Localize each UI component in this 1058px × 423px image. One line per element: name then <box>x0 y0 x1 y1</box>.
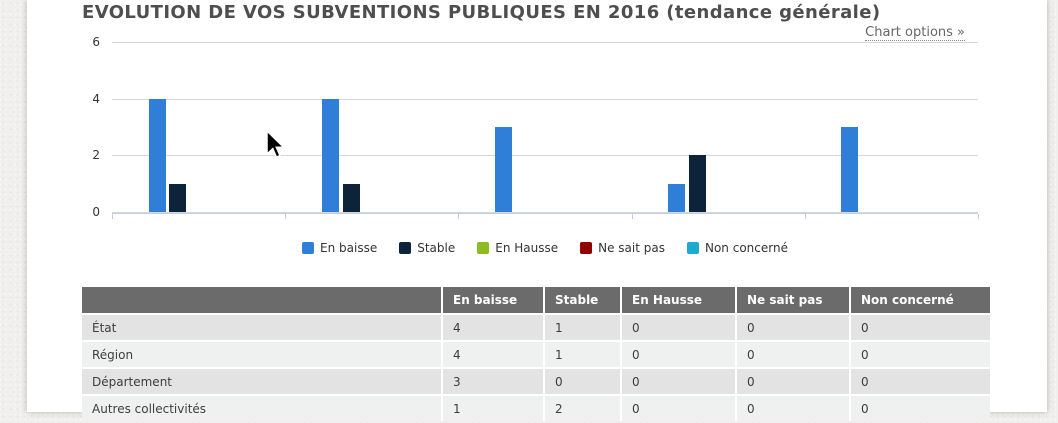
row-label: Région <box>82 342 443 367</box>
cell-value: 1 <box>545 315 622 340</box>
cell-value: 0 <box>737 315 851 340</box>
legend-swatch-icon <box>580 242 593 254</box>
legend-label: En Hausse <box>495 241 559 255</box>
chart-options-link[interactable]: Chart options » <box>865 25 965 41</box>
y-axis-label: 6 <box>92 35 100 49</box>
cell-value: 2 <box>545 396 622 421</box>
legend-label: Ne sait pas <box>598 241 665 255</box>
bar-en-baisse[interactable] <box>841 127 859 212</box>
column-header: Stable <box>545 287 622 313</box>
legend-label: En baisse <box>320 241 378 255</box>
bar-chart: 0 2 4 6 <box>27 0 1047 262</box>
legend-label: Stable <box>417 241 456 255</box>
cell-value: 0 <box>851 369 990 394</box>
cell-value: 0 <box>851 315 990 340</box>
table-row: Département 3 0 0 0 0 <box>82 369 990 394</box>
cell-value: 1 <box>545 342 622 367</box>
chart-legend: En baisse Stable En Hausse Ne sait pas Non c… <box>112 238 978 258</box>
cell-value: 0 <box>737 369 851 394</box>
row-label: État <box>82 315 443 340</box>
legend-item-en-baisse[interactable]: En baisse <box>302 241 377 255</box>
table-row: Autres collectivités 1 2 0 0 0 <box>82 396 990 421</box>
y-axis-label: 2 <box>92 148 100 163</box>
cell-value: 3 <box>443 369 545 394</box>
content-panel: EVOLUTION DE VOS SUBVENTIONS PUBLIQUES E… <box>27 0 1047 421</box>
table-header-row: En baisse Stable En Hausse Ne sait pas Non c… <box>82 287 990 313</box>
x-axis-tick <box>978 214 979 219</box>
bar-stable[interactable] <box>688 155 706 212</box>
column-header <box>82 287 443 313</box>
cell-value: 4 <box>443 342 545 367</box>
legend-item-stable[interactable]: Stable <box>399 241 455 255</box>
bar-stable[interactable] <box>169 183 187 212</box>
column-header: En baisse <box>443 287 545 313</box>
column-header: Non concerné <box>851 287 990 313</box>
cell-value: 0 <box>622 342 737 367</box>
cell-value: 0 <box>622 315 737 340</box>
row-label: Autres collectivités <box>82 396 443 421</box>
gridline <box>112 212 978 213</box>
cell-value: 0 <box>851 342 990 367</box>
x-axis-line <box>112 213 978 214</box>
bar-en-baisse[interactable] <box>494 127 512 212</box>
bar-en-baisse[interactable] <box>321 98 339 212</box>
gridline <box>112 42 978 43</box>
gridline <box>112 98 978 100</box>
bar-stable[interactable] <box>342 183 360 212</box>
bar-en-baisse[interactable] <box>148 98 166 212</box>
cell-value: 0 <box>737 342 851 367</box>
y-axis-label: 4 <box>92 91 100 106</box>
x-axis-tick <box>458 214 460 219</box>
cell-value: 0 <box>737 396 851 421</box>
cell-value: 0 <box>545 369 622 394</box>
cell-value: 0 <box>622 396 737 421</box>
row-label: Département <box>82 369 443 394</box>
legend-item-ne-sait-pas[interactable]: Ne sait pas <box>580 241 665 255</box>
column-header: En Hausse <box>622 287 737 313</box>
legend-label: Non concerné <box>704 241 788 255</box>
legend-item-en-hausse[interactable]: En Hausse <box>477 241 558 255</box>
cell-value: 4 <box>443 315 545 340</box>
x-axis-tick <box>631 214 633 219</box>
table-row: Région 4 1 0 0 0 <box>82 342 990 367</box>
legend-swatch-icon <box>302 242 315 254</box>
cell-value: 0 <box>851 396 990 421</box>
legend-swatch-icon <box>399 242 412 254</box>
cell-value: 1 <box>443 396 545 421</box>
page-title: EVOLUTION DE VOS SUBVENTIONS PUBLIQUES E… <box>82 2 881 23</box>
gridline <box>112 155 978 157</box>
mouse-cursor <box>266 130 286 159</box>
legend-item-non-concerné[interactable]: Non concerné <box>686 241 788 255</box>
cell-value: 0 <box>622 369 737 394</box>
table-row: État 4 1 0 0 0 <box>82 315 990 340</box>
x-axis-tick <box>804 214 806 219</box>
bar-en-baisse[interactable] <box>668 183 686 212</box>
column-header: Ne sait pas <box>737 287 851 313</box>
x-axis-tick <box>285 214 287 219</box>
x-axis-tick <box>112 214 113 219</box>
legend-swatch-icon <box>686 242 699 254</box>
legend-swatch-icon <box>477 242 490 254</box>
data-table: En baisse Stable En Hausse Ne sait pas Non c… <box>82 285 990 423</box>
y-axis-label: 0 <box>92 205 100 219</box>
